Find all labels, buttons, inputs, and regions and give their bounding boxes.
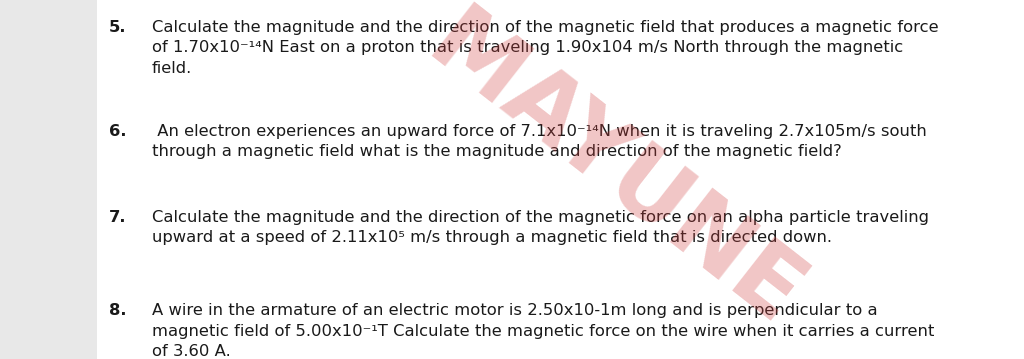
Text: 8.: 8. xyxy=(109,303,127,318)
Bar xyxy=(0,0,97,359)
Text: 7.: 7. xyxy=(109,210,127,225)
Text: An electron experiences an upward force of 7.1x10⁻¹⁴N when it is traveling 2.7x1: An electron experiences an upward force … xyxy=(152,124,927,159)
Text: MAYUNE: MAYUNE xyxy=(410,0,819,346)
Text: Calculate the magnitude and the direction of the magnetic force on an alpha part: Calculate the magnitude and the directio… xyxy=(152,210,929,246)
Text: 6.: 6. xyxy=(109,124,127,139)
Text: 5.: 5. xyxy=(109,20,127,35)
Text: A wire in the armature of an electric motor is 2.50x10-1m long and is perpendicu: A wire in the armature of an electric mo… xyxy=(152,303,934,359)
Text: Calculate the magnitude and the direction of the magnetic field that produces a : Calculate the magnitude and the directio… xyxy=(152,20,938,75)
